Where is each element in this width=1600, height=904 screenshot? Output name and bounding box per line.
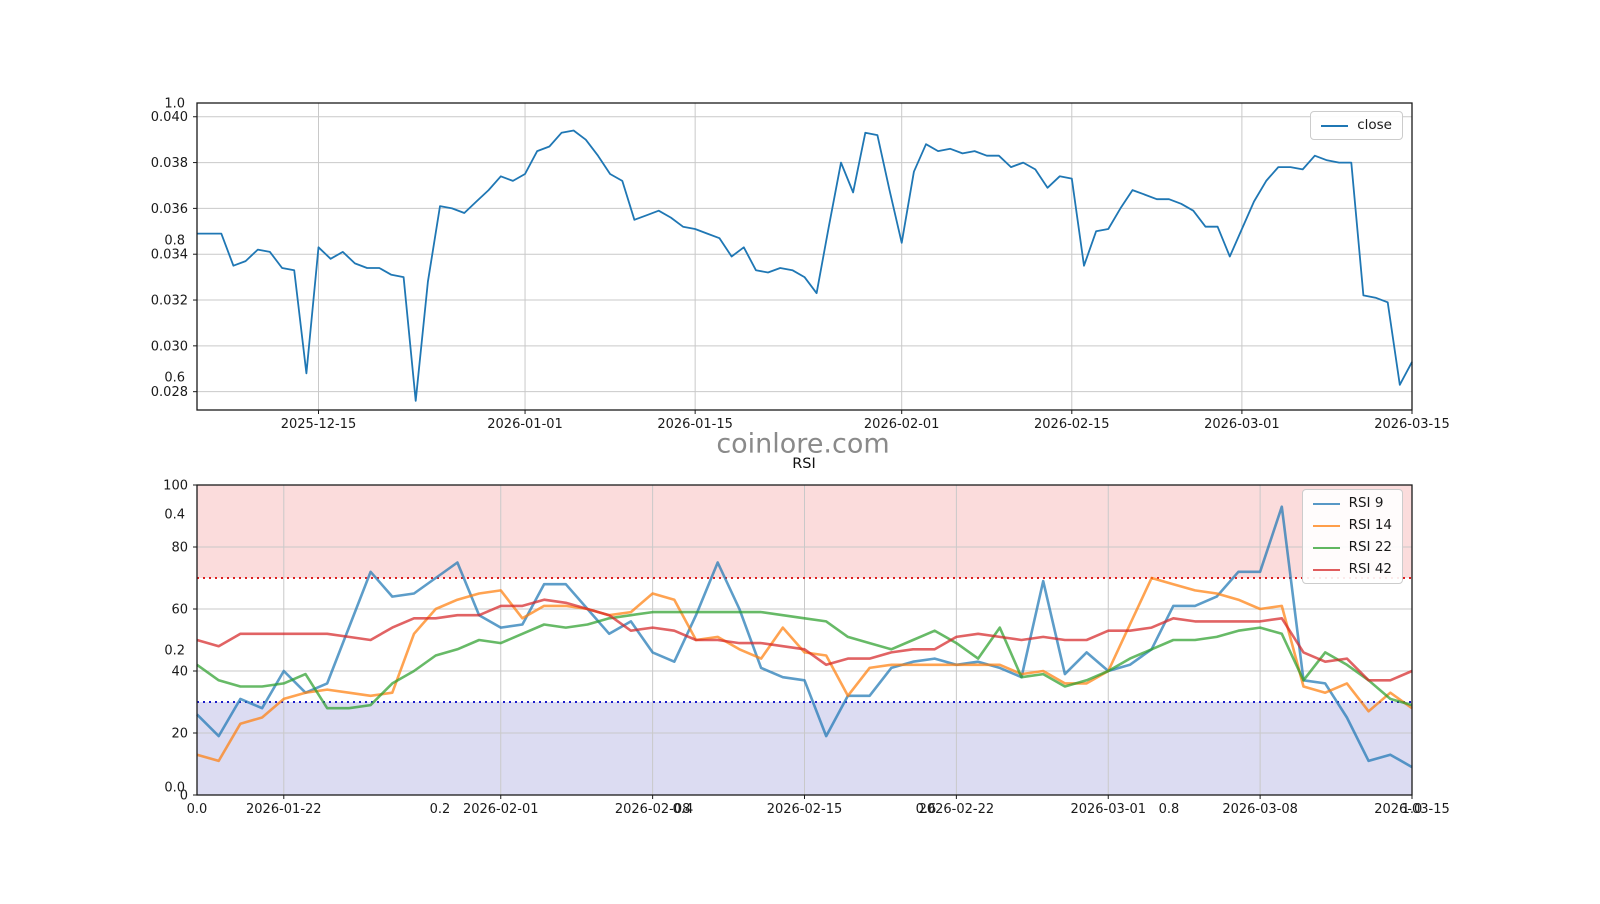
legend-row: RSI 14 (1312, 517, 1392, 533)
rsi14-line-sample (1312, 524, 1340, 527)
y-tick-label: 80 (171, 541, 188, 556)
rsi42-legend-label: RSI 42 (1348, 561, 1392, 577)
legend-row: close (1321, 118, 1392, 133)
y-tick-label: 0.034 (151, 248, 188, 263)
axes-frame (196, 484, 1413, 796)
x-tick-label: 2026-01-01 (487, 417, 563, 432)
rsi-legend: RSI 9 RSI 14 RSI 22 RSI 42 (1301, 489, 1403, 584)
x-tick-label: 2026-01-15 (657, 417, 733, 432)
x-tick-label: 2026-03-15 (1374, 417, 1450, 432)
y-tick-label: 0.030 (151, 339, 188, 354)
close-legend-label: close (1357, 117, 1392, 133)
y-tick-label: 60 (171, 603, 188, 618)
figure-x-axis-label: 0.0 (187, 802, 208, 817)
legend-row: RSI 22 (1312, 539, 1392, 555)
figure-y-axis-label: 0.6 (164, 371, 185, 386)
y-tick-label: 0.040 (151, 110, 188, 125)
close-line-sample (1321, 124, 1349, 127)
figure-x-axis-label: 0.8 (1159, 802, 1180, 817)
figure-y-axis-label: 0.0 (164, 781, 185, 796)
rsi-chart-title: RSI (792, 456, 816, 472)
x-tick-label: 2026-02-15 (1034, 417, 1110, 432)
figure-x-axis-label: 0.6 (916, 802, 937, 817)
y-tick-label: 0.028 (151, 385, 188, 400)
axes-frame (196, 102, 1413, 411)
close-price-line (197, 129, 1413, 402)
figure-x-axis-label: 0.2 (430, 802, 451, 817)
figure-y-axis-label: 0.4 (164, 508, 185, 523)
rsi22-legend-label: RSI 22 (1348, 539, 1392, 555)
x-tick-label: 2026-02-22 (919, 802, 995, 817)
x-tick-label: 2026-03-15 (1374, 802, 1450, 817)
y-tick-label: 0.038 (151, 156, 188, 171)
x-tick-label: 2025-12-15 (281, 417, 357, 432)
rsi9-line-sample (1312, 502, 1340, 505)
rsi9-line (196, 505, 1413, 769)
y-tick-label: 40 (171, 665, 188, 680)
x-tick-label: 2026-02-08 (615, 802, 691, 817)
x-tick-label: 2026-03-08 (1222, 802, 1298, 817)
rsi42-line-sample (1312, 568, 1340, 571)
x-tick-label: 2026-03-01 (1204, 417, 1280, 432)
y-tick-label: 0 (180, 789, 188, 804)
watermark: coinlore.com (716, 428, 890, 460)
figure-x-axis-label: 1.0 (1402, 802, 1423, 817)
y-tick-label: 0.032 (151, 294, 188, 309)
rsi22-line-sample (1312, 546, 1340, 549)
rsi14-line (196, 576, 1413, 763)
y-tick-label: 0.036 (151, 202, 188, 217)
x-tick-label: 2026-02-15 (767, 802, 843, 817)
y-tick-label: 20 (171, 727, 188, 742)
close-legend: close (1310, 111, 1403, 140)
figure-y-axis-label: 0.8 (164, 234, 185, 249)
figure-x-axis-label: 0.4 (673, 802, 694, 817)
x-tick-label: 2026-02-01 (463, 802, 539, 817)
y-tick-label: 100 (163, 479, 188, 494)
x-tick-label: 2026-01-22 (246, 802, 322, 817)
rsi22-line (196, 610, 1413, 710)
rsi42-line (196, 598, 1413, 682)
figure-y-axis-label: 0.2 (164, 644, 185, 659)
rsi9-legend-label: RSI 9 (1348, 495, 1384, 511)
x-tick-label: 2026-02-01 (864, 417, 940, 432)
legend-row: RSI 9 (1312, 495, 1392, 511)
figure-y-axis-label: 1.0 (164, 97, 185, 112)
rsi14-legend-label: RSI 14 (1348, 517, 1392, 533)
legend-row: RSI 42 (1312, 561, 1392, 577)
x-tick-label: 2026-03-01 (1070, 802, 1146, 817)
